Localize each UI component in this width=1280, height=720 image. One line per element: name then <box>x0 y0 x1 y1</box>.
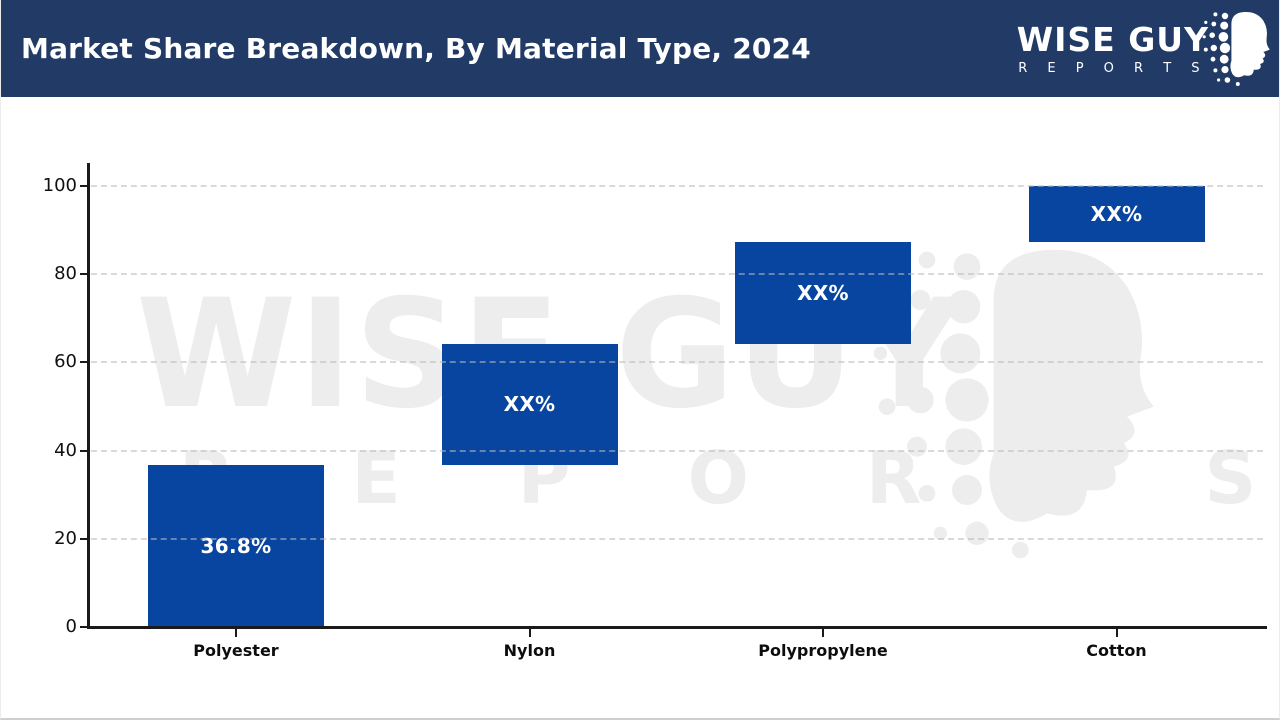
x-tick-nylon <box>528 629 531 637</box>
x-tick-label-polyester: Polyester <box>193 641 279 660</box>
y-axis-spine <box>87 163 90 629</box>
x-tick-label-nylon: Nylon <box>503 641 556 660</box>
bar-value-label-nylon: XX% <box>503 392 556 417</box>
y-tick-60 <box>80 361 88 364</box>
gridline-40 <box>91 449 1263 452</box>
x-tick-polyester <box>235 629 237 637</box>
y-tick-label-40: 40 <box>54 439 77 461</box>
logo-subtitle: R E P O R T S <box>1018 61 1208 76</box>
x-tick-label-polypropylene: Polypropylene <box>758 641 888 660</box>
y-tick-label-100: 100 <box>42 175 77 196</box>
y-tick-100 <box>80 185 88 187</box>
header-band: Market Share Breakdown, By Material Type… <box>1 0 1279 97</box>
logo-wordmark: WISE GUY <box>1016 20 1209 59</box>
bar-value-label-cotton: XX% <box>1090 202 1143 226</box>
y-tick-label-0: 0 <box>65 616 77 637</box>
y-tick-label-80: 80 <box>54 263 77 285</box>
y-tick-80 <box>80 273 88 276</box>
gridline-60 <box>91 361 1263 364</box>
y-tick-0 <box>80 626 88 628</box>
logo-head-icon <box>1202 11 1270 86</box>
x-tick-polypropylene <box>822 629 824 637</box>
y-tick-20 <box>80 537 88 540</box>
x-axis-spine <box>87 626 1267 629</box>
gridline-80 <box>91 273 1263 276</box>
y-tick-label-20: 20 <box>54 527 77 549</box>
bar-polypropylene: XX% <box>735 242 911 344</box>
bar-nylon: XX% <box>441 343 618 465</box>
chart-title: Market Share Breakdown, By Material Type… <box>21 32 811 65</box>
x-tick-label-cotton: Cotton <box>1086 641 1147 660</box>
gridline-20 <box>91 537 1263 540</box>
bar-value-label-polypropylene: XX% <box>797 280 849 305</box>
logo-text: WISE GUY R E P O R T S <box>1017 20 1209 76</box>
gridline-100 <box>91 185 1263 187</box>
y-tick-label-60: 60 <box>54 351 77 373</box>
wise-guy-reports-logo: WISE GUY R E P O R T S <box>1009 4 1273 94</box>
y-tick-40 <box>80 449 88 452</box>
x-tick-cotton <box>1115 629 1118 637</box>
bar-cotton: XX% <box>1028 186 1205 242</box>
bar-polyester: 36.8% <box>148 464 324 627</box>
